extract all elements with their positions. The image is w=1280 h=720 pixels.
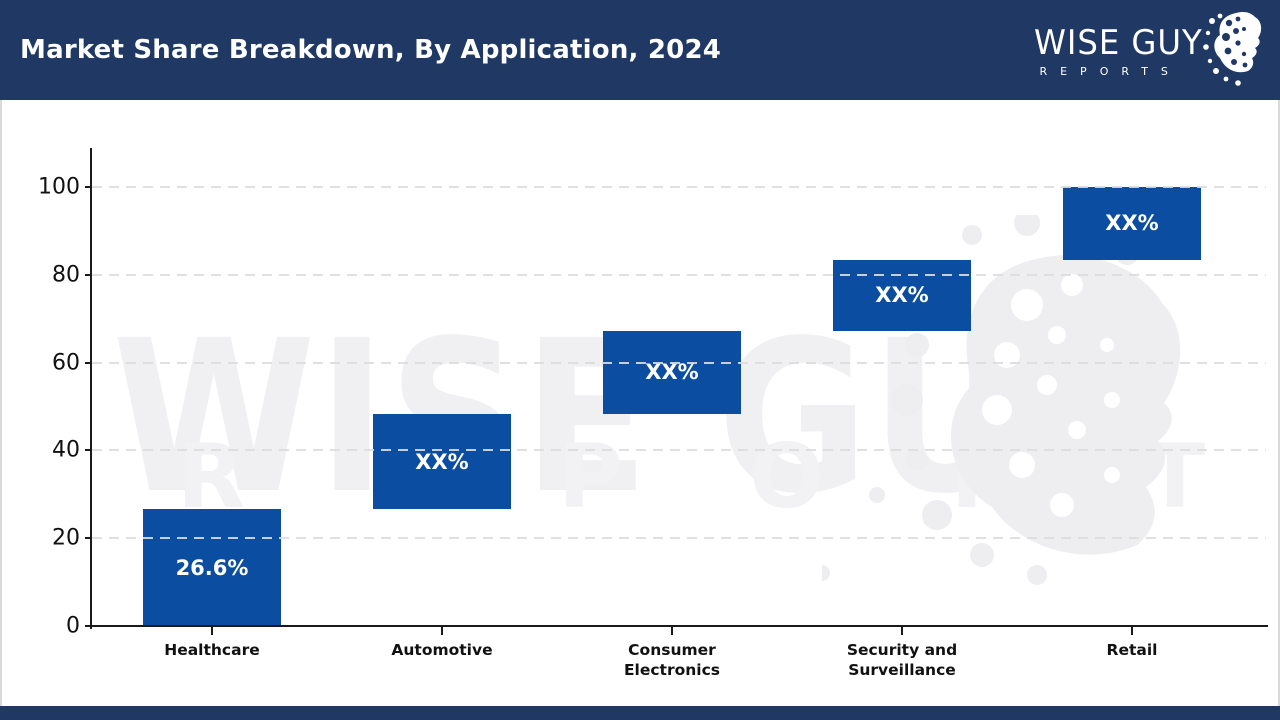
y-axis-tick-label: 80 — [52, 262, 80, 288]
bar-value-label: XX% — [1105, 211, 1159, 236]
y-axis-tick-label: 60 — [52, 350, 80, 376]
header-bar: Market Share Breakdown, By Application, … — [0, 0, 1280, 100]
y-axis-line — [90, 148, 92, 629]
y-axis-tick-label: 0 — [66, 613, 80, 639]
x-axis-tick — [671, 627, 673, 635]
x-axis-label-healthcare: Healthcare — [164, 641, 260, 659]
bar-retail: XX% — [1063, 187, 1201, 260]
brand-face-icon — [1203, 12, 1262, 86]
bar-value-label: XX% — [645, 360, 699, 385]
gridline-20 — [92, 537, 1266, 540]
brand-logo-text: WISE GUY REPORTS — [1034, 23, 1212, 78]
bar-consumer-electronics: XX% — [603, 330, 741, 414]
gridline-40 — [92, 449, 1266, 452]
x-axis-label-consumer-electronics: Consumer Electronics — [623, 641, 721, 679]
bar-value-label: XX% — [415, 449, 469, 474]
footer-bar — [0, 706, 1280, 720]
x-axis-label-retail: Retail — [1106, 641, 1158, 659]
y-axis-tick — [85, 625, 92, 627]
bar-security-and-surveillance: XX% — [833, 259, 971, 331]
bar-healthcare: 26.6% — [143, 509, 281, 626]
x-axis-line — [90, 625, 1268, 627]
y-axis-tick-label: 100 — [38, 174, 80, 200]
brand-subtitle: REPORTS — [1039, 64, 1181, 78]
x-axis-tick — [901, 627, 903, 635]
chart-canvas: WISE GUY R E P O R T S 02040608010026.6%… — [0, 100, 1280, 706]
page-title: Market Share Breakdown, By Application, … — [20, 35, 722, 65]
brand-name: WISE GUY — [1034, 22, 1204, 63]
y-axis-tick-label: 20 — [52, 525, 80, 551]
y-axis-tick — [85, 361, 92, 364]
gridline-80 — [92, 273, 1266, 276]
y-axis-tick — [85, 273, 92, 276]
bar-value-label: XX% — [875, 283, 929, 308]
brand-logo: WISE GUY REPORTS — [1034, 7, 1280, 93]
x-axis-tick — [211, 627, 213, 635]
y-axis-tick — [85, 449, 92, 452]
y-axis-tick-label: 40 — [52, 437, 80, 463]
x-axis-tick — [1131, 627, 1133, 635]
y-axis-tick — [85, 186, 92, 188]
y-axis-tick — [85, 537, 92, 540]
gridline-60 — [92, 361, 1266, 364]
x-axis-label-automotive: Automotive — [391, 641, 493, 659]
gridline-100 — [92, 186, 1266, 188]
x-axis-label-security-and-surveillance: Security and Surveillance — [846, 641, 958, 679]
x-axis-tick — [441, 627, 443, 635]
bar-value-label: 26.6% — [175, 555, 249, 580]
bar-automotive: XX% — [373, 413, 511, 510]
